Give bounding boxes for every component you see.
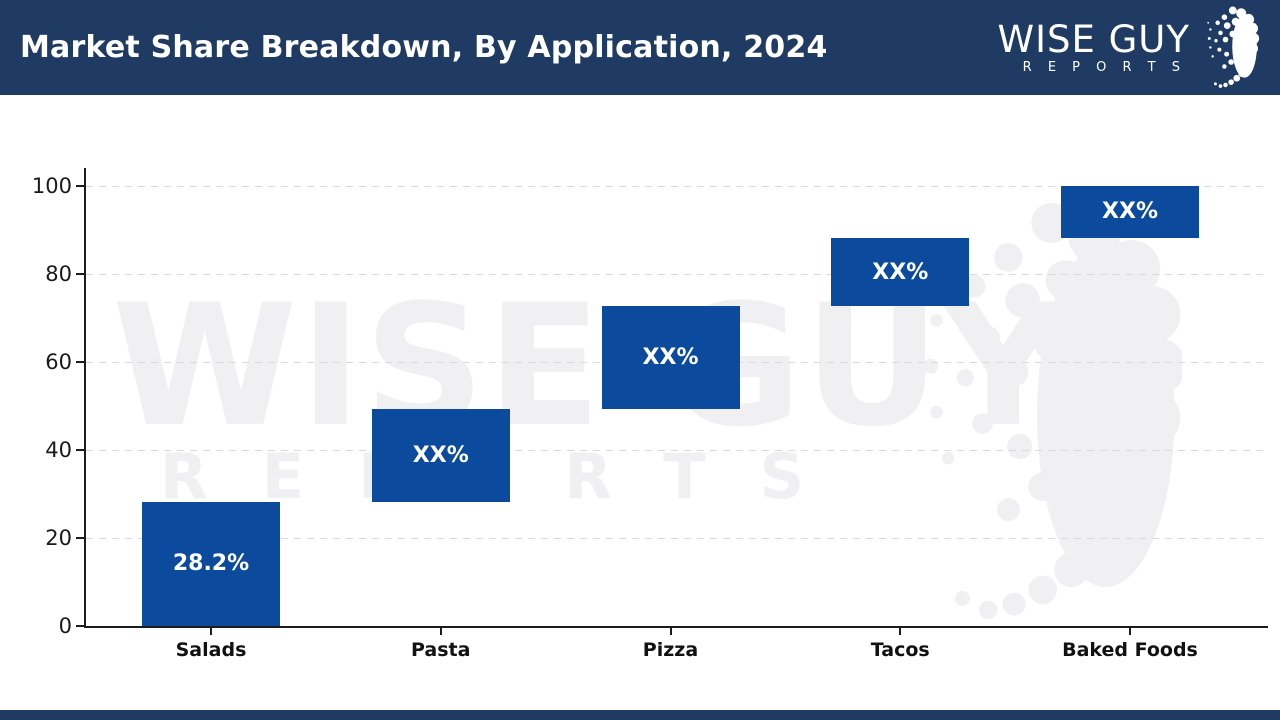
y-gridline (86, 273, 1266, 275)
y-tick-mark (76, 537, 84, 539)
y-tick-label: 20 (45, 525, 72, 550)
y-gridline (86, 185, 1266, 187)
watermark-face-icon (920, 202, 1182, 620)
y-tick-mark (76, 449, 84, 451)
y-tick-label: 60 (45, 349, 72, 374)
x-tick-mark (210, 628, 212, 635)
y-gridline (86, 537, 1266, 539)
footer-bar (0, 710, 1280, 720)
y-tick-mark (76, 185, 84, 187)
x-tick-mark (1129, 628, 1131, 635)
brand-wordmark: WISE GUY (997, 18, 1190, 61)
x-tick-label: Baked Foods (1062, 639, 1198, 661)
x-tick-label: Salads (175, 639, 247, 661)
x-tick-label: Pizza (642, 639, 699, 661)
page-title: Market Share Breakdown, By Application, … (20, 30, 828, 65)
y-axis-line (84, 168, 86, 627)
x-tick-mark (669, 628, 672, 635)
brand-logo: WISE GUY R E P O R T S (980, 0, 1270, 95)
y-tick-label: 0 (58, 613, 72, 638)
y-tick-mark (76, 273, 84, 275)
x-tick-mark (439, 628, 442, 635)
header-bar: Market Share Breakdown, By Application, … (0, 0, 1280, 95)
y-tick-label: 40 (45, 437, 72, 462)
brand-subtext: R E P O R T S (1022, 60, 1186, 75)
x-tick-label: Pasta (411, 639, 471, 661)
bar-value-label: XX% (1102, 199, 1158, 225)
dotted-face-icon (1207, 6, 1260, 88)
bar-segment: XX% (1061, 186, 1199, 238)
x-tick-label: Tacos (870, 639, 930, 661)
bar-segment: 28.2% (142, 501, 280, 626)
x-tick-mark (899, 628, 902, 635)
bar-segment: XX% (371, 409, 510, 502)
bar-segment: XX% (601, 306, 740, 410)
bar-value-label: XX% (642, 345, 699, 371)
y-tick-mark (76, 625, 84, 627)
y-tick-label: 80 (45, 261, 72, 286)
bar-value-label: 28.2% (172, 551, 250, 577)
bar-segment: XX% (831, 237, 970, 307)
bar-value-label: XX% (872, 259, 929, 285)
bar-value-label: XX% (412, 442, 469, 468)
y-tick-mark (76, 361, 84, 363)
x-axis-line (84, 626, 1268, 628)
y-gridline (86, 449, 1266, 451)
y-tick-label: 100 (31, 173, 72, 198)
